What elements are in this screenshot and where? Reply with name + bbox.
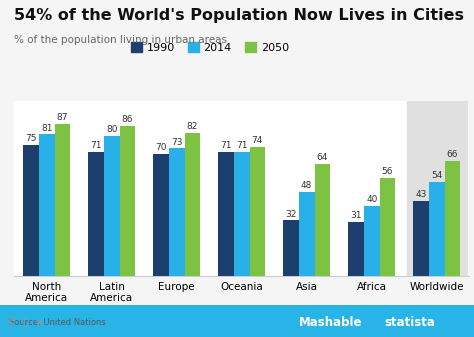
Bar [413,201,429,276]
Text: 73: 73 [171,137,182,147]
Bar [445,161,460,276]
Bar [153,154,169,276]
Bar [234,152,249,276]
Bar [429,182,445,276]
Text: 40: 40 [366,195,377,205]
Bar [348,222,364,276]
Bar [169,148,184,276]
Bar [39,134,55,276]
Text: 71: 71 [236,141,247,150]
Bar [283,220,299,276]
Text: ©  ⓘ  ≡: © ⓘ ≡ [7,317,43,328]
Text: 80: 80 [106,125,118,134]
Bar [380,178,395,276]
Bar [104,136,119,276]
Text: 82: 82 [187,122,198,131]
Text: 54: 54 [431,171,442,180]
Bar [407,101,467,276]
Text: 54% of the World's Population Now Lives in Cities: 54% of the World's Population Now Lives … [14,8,464,24]
Text: 87: 87 [56,113,68,122]
Text: statista: statista [384,316,435,329]
Text: 86: 86 [121,115,133,124]
Text: Mashable: Mashable [299,316,362,329]
Bar [88,152,104,276]
Bar [315,164,330,276]
Bar [55,124,70,276]
Text: 74: 74 [252,136,263,145]
Text: 43: 43 [416,190,427,199]
Bar [23,145,39,276]
Bar [299,192,315,276]
Bar [219,152,234,276]
Polygon shape [0,294,474,337]
Text: 66: 66 [447,150,458,159]
Legend: 1990, 2014, 2050: 1990, 2014, 2050 [128,40,291,55]
Text: 56: 56 [382,167,393,177]
Text: 71: 71 [91,141,102,150]
Text: 48: 48 [301,181,312,190]
Text: Source: United Nations: Source: United Nations [9,318,106,327]
Text: 70: 70 [155,143,167,152]
FancyBboxPatch shape [0,305,474,337]
Text: 32: 32 [285,210,297,218]
Text: 31: 31 [350,211,362,220]
Text: 75: 75 [26,134,37,143]
Text: 64: 64 [317,153,328,162]
Bar [249,147,265,276]
Bar [364,206,380,276]
Text: 71: 71 [220,141,232,150]
Text: 81: 81 [41,124,53,133]
Text: % of the population living in urban areas: % of the population living in urban area… [14,35,227,45]
Bar [184,133,200,276]
Bar [119,126,135,276]
